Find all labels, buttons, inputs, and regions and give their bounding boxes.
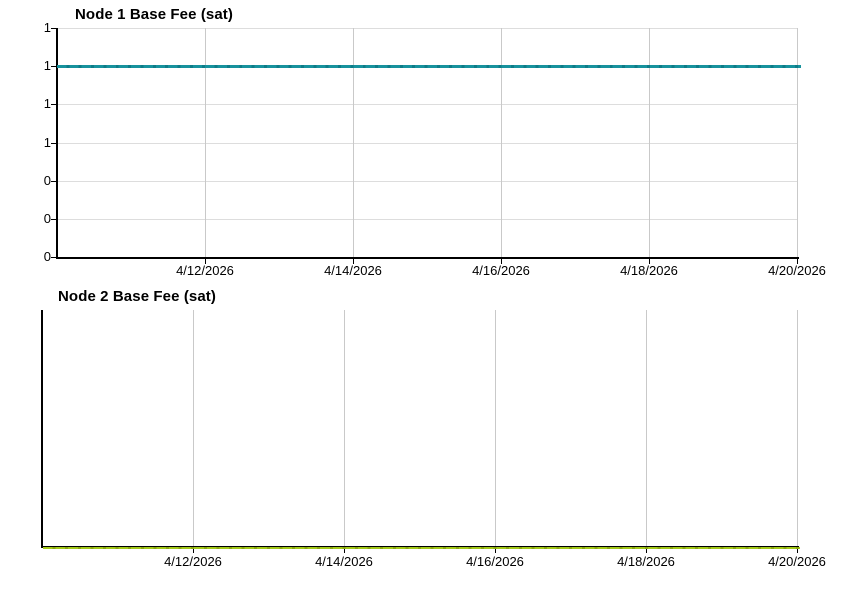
y-tick-label: 1 <box>43 96 51 112</box>
horizontal-gridline <box>57 142 798 144</box>
vertical-gridline <box>797 310 798 546</box>
y-axis-tick <box>51 142 57 144</box>
vertical-gridline <box>501 28 502 257</box>
y-tick-label: 0 <box>43 210 51 226</box>
y-axis-tick <box>51 104 57 106</box>
x-tick-label: 4/18/2026 <box>620 263 678 278</box>
x-tick-label: 4/20/2026 <box>768 263 826 278</box>
x-axis-line <box>56 257 799 259</box>
y-tick-label: 1 <box>43 134 51 150</box>
x-axis-tick <box>344 547 345 553</box>
x-tick-label: 4/16/2026 <box>472 263 530 278</box>
x-axis-tick <box>797 547 798 553</box>
vertical-gridline <box>649 28 650 257</box>
vertical-gridline <box>353 28 354 257</box>
x-tick-label: 4/14/2026 <box>324 263 382 278</box>
horizontal-gridline <box>57 218 798 220</box>
x-tick-label: 4/12/2026 <box>176 263 234 278</box>
x-axis-tick <box>649 258 650 264</box>
x-tick-label: 4/12/2026 <box>164 554 222 569</box>
y-tick-label: 0 <box>43 172 51 188</box>
y-tick-label: 1 <box>43 58 51 74</box>
x-axis-tick <box>646 547 647 553</box>
base-fee-series-line <box>57 64 801 68</box>
vertical-gridline <box>797 28 798 257</box>
x-axis-tick <box>353 258 354 264</box>
horizontal-gridline <box>57 28 798 29</box>
x-tick-label: 4/18/2026 <box>617 554 675 569</box>
x-axis-tick <box>495 547 496 553</box>
vertical-gridline <box>495 310 496 546</box>
y-axis-tick <box>51 66 57 68</box>
x-tick-label: 4/16/2026 <box>466 554 524 569</box>
y-tick-label: 0 <box>43 249 51 264</box>
y-axis-line <box>41 310 43 547</box>
x-axis-tick <box>501 258 502 264</box>
x-axis-tick <box>205 258 206 264</box>
node2-chart-title: Node 2 Base Fee (sat) <box>58 288 216 305</box>
y-axis-tick <box>51 218 57 220</box>
x-tick-label: 4/20/2026 <box>768 554 826 569</box>
vertical-gridline <box>646 310 647 546</box>
x-tick-label: 4/14/2026 <box>315 554 373 569</box>
base-fee-series-line <box>43 547 800 550</box>
x-axis-tick <box>797 258 798 264</box>
node1-chart-title: Node 1 Base Fee (sat) <box>75 6 233 23</box>
x-axis-tick <box>193 547 194 553</box>
horizontal-gridline <box>57 180 798 182</box>
y-axis-tick <box>51 28 57 29</box>
y-tick-label: 1 <box>43 20 51 35</box>
horizontal-gridline <box>57 104 798 106</box>
vertical-gridline <box>193 310 194 546</box>
y-axis-tick <box>51 180 57 182</box>
vertical-gridline <box>344 310 345 546</box>
y-axis-tick <box>51 257 57 258</box>
vertical-gridline <box>205 28 206 257</box>
x-axis-line <box>41 546 799 548</box>
